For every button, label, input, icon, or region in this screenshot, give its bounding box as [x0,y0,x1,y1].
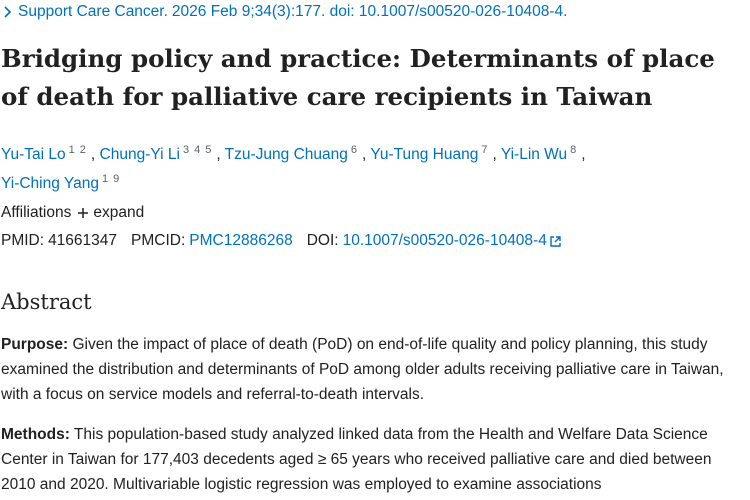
abstract-section: Purpose: Given the impact of place of de… [1,332,749,407]
affiliations-row: Affiliations expand [1,204,144,222]
identifiers: PMID: 41661347 PMCID: PMC12886268 DOI: 10.1… [1,232,562,250]
citation-link[interactable]: Support Care Cancer. 2026 Feb 9;34(3):17… [2,3,567,21]
article-title: Bridging policy and practice: Determinan… [1,44,715,111]
author-name[interactable]: Chung-Yi Li [99,146,180,163]
id-label: DOI: [306,232,339,249]
author: Yi-Ching Yang 1 9 [1,173,124,192]
author: Yu-Tai Lo 1 2, [1,144,96,163]
abstract-section: Methods: This population-based study ana… [1,422,749,497]
id-label: PMCID: [131,232,186,249]
author: Yi-Lin Wu 8, [500,144,586,163]
affiliation-refs: 7 [481,144,492,156]
author-name[interactable]: Yi-Lin Wu [500,146,568,163]
section-label: Purpose: [1,336,69,353]
section-label: Methods: [1,426,70,443]
id-link[interactable]: PMC12886268 [189,232,293,249]
citation-details: 2026 Feb 9;34(3):177. doi: 10.1007/s0052… [171,3,568,20]
section-text: This population-based study analyzed lin… [1,426,712,493]
author-name[interactable]: Tzu-Jung Chuang [224,146,348,163]
id-link[interactable]: 10.1007/s00520-026-10408-4 [342,232,547,249]
id-value: 41661347 [48,232,118,249]
separator: , [492,146,497,163]
author-name[interactable]: Yu-Tai Lo [1,146,66,163]
author-name[interactable]: Yi-Ching Yang [1,175,99,192]
journal: Support Care Cancer. [18,3,168,20]
affiliations-label: Affiliations [1,204,72,221]
pmid: PMID: 41661347 [1,232,117,250]
separator: , [581,146,586,163]
separator: , [90,146,96,163]
separator: , [362,146,367,163]
affiliation-ref[interactable]: 4 [194,144,201,156]
expand-button[interactable]: expand [77,204,144,222]
affiliation-ref[interactable]: 3 [182,144,190,156]
affiliation-ref[interactable]: 7 [481,144,488,156]
abstract-body: Purpose: Given the impact of place of de… [1,332,749,500]
abstract-heading: Abstract [1,290,92,314]
affiliation-ref[interactable]: 8 [570,144,577,156]
plus-icon [78,208,89,218]
expand-label: expand [93,204,145,221]
chevron-icon [4,6,12,18]
affiliation-ref[interactable]: 6 [350,144,357,156]
author: Yu-Tung Huang 7, [370,144,497,163]
author-name[interactable]: Yu-Tung Huang [370,146,479,163]
id-label: PMID: [1,232,45,249]
external-link-icon [550,235,561,247]
affiliation-ref[interactable]: 5 [205,144,212,156]
pmcid: PMCID: PMC12886268 [131,232,293,250]
author: Tzu-Jung Chuang 6, [224,144,367,163]
affiliation-ref[interactable]: 2 [79,144,86,156]
affiliation-refs: 8 [570,144,581,156]
section-text: Given the impact of place of death (PoD)… [1,336,724,403]
doi: DOI: 10.1007/s00520-026-10408-4 [307,232,562,250]
affiliation-refs: 6 [351,144,362,156]
author: Chung-Yi Li 3 4 5, [99,144,221,163]
affiliation-ref[interactable]: 1 [68,144,75,156]
affiliation-ref[interactable]: 1 [101,173,109,185]
separator: , [216,146,221,163]
affiliation-ref[interactable]: 9 [113,173,120,185]
author-list: Yu-Tai Lo 1 2, Chung-Yi Li 3 4 5, Tzu-Jung Ch… [1,138,691,196]
